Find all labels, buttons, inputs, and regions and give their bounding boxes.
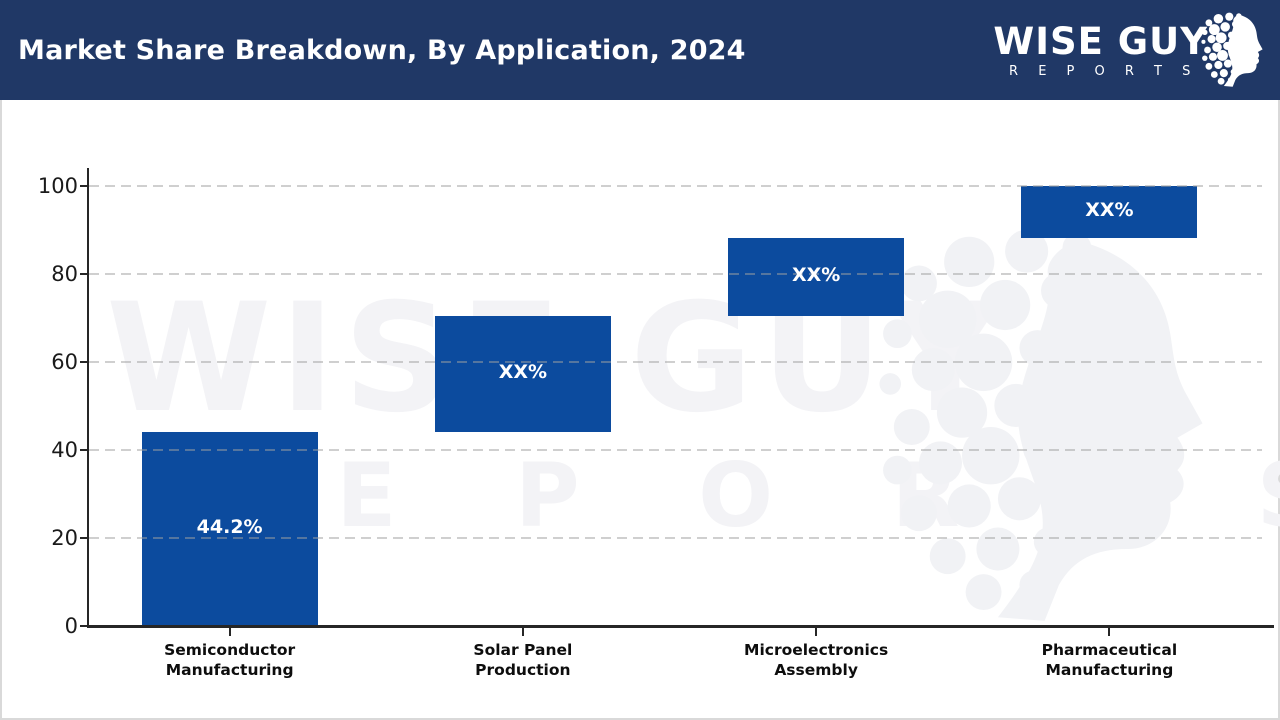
bar-value-label: XX%: [1085, 198, 1134, 221]
y-tick-label: 0: [64, 614, 78, 638]
gridline: [89, 361, 1262, 363]
logo-subtitle: R E P O R T S: [1009, 63, 1199, 79]
category-label: Semiconductor Manufacturing: [164, 641, 296, 680]
category-label: Solar Panel Production: [473, 641, 573, 680]
gridline: [89, 185, 1262, 187]
y-tick: [80, 449, 88, 451]
y-tick: [80, 625, 88, 627]
bar-value-label: 44.2%: [196, 515, 263, 538]
category-label: Microelectronics Assembly: [744, 641, 889, 680]
x-tick: [815, 628, 818, 636]
bar-segment: [434, 315, 611, 432]
page-border-right: [1278, 100, 1280, 720]
y-axis-spine: [87, 168, 89, 627]
bar-segment: [728, 237, 905, 316]
y-tick-label: 100: [37, 174, 78, 198]
bar-segment: [1021, 186, 1198, 238]
y-tick: [80, 361, 88, 363]
logo-text: WISE GUY R E P O R T S: [993, 23, 1208, 78]
page-border-bottom: [0, 718, 1280, 720]
bar-value-label: XX%: [498, 360, 548, 383]
y-tick-label: 40: [51, 438, 78, 462]
y-tick-label: 80: [51, 262, 78, 286]
gridline: [89, 273, 1262, 275]
header-bar: Market Share Breakdown, By Application, …: [0, 0, 1280, 100]
bar-value-label: XX%: [791, 263, 841, 286]
x-tick: [1108, 628, 1111, 636]
bar-segment: [141, 431, 318, 626]
y-tick-label: 60: [51, 350, 78, 374]
page-title: Market Share Breakdown, By Application, …: [18, 34, 746, 66]
x-tick: [521, 628, 524, 636]
y-tick-label: 20: [51, 526, 78, 550]
page-border-left: [0, 100, 2, 720]
x-axis-spine: [87, 625, 1274, 628]
x-tick: [228, 628, 231, 636]
y-tick: [80, 185, 88, 187]
wise-guy-reports-logo: WISE GUY R E P O R T S: [993, 10, 1266, 90]
watermark-head-icon: [879, 229, 1203, 621]
logo-wordmark: WISE GUY: [993, 19, 1208, 63]
y-tick: [80, 273, 88, 275]
dotted-head-profile-icon: [1201, 12, 1263, 87]
category-label: Pharmaceutical Manufacturing: [1041, 641, 1178, 680]
gridline: [89, 537, 1262, 539]
gridline: [89, 449, 1262, 451]
y-tick: [80, 537, 88, 539]
